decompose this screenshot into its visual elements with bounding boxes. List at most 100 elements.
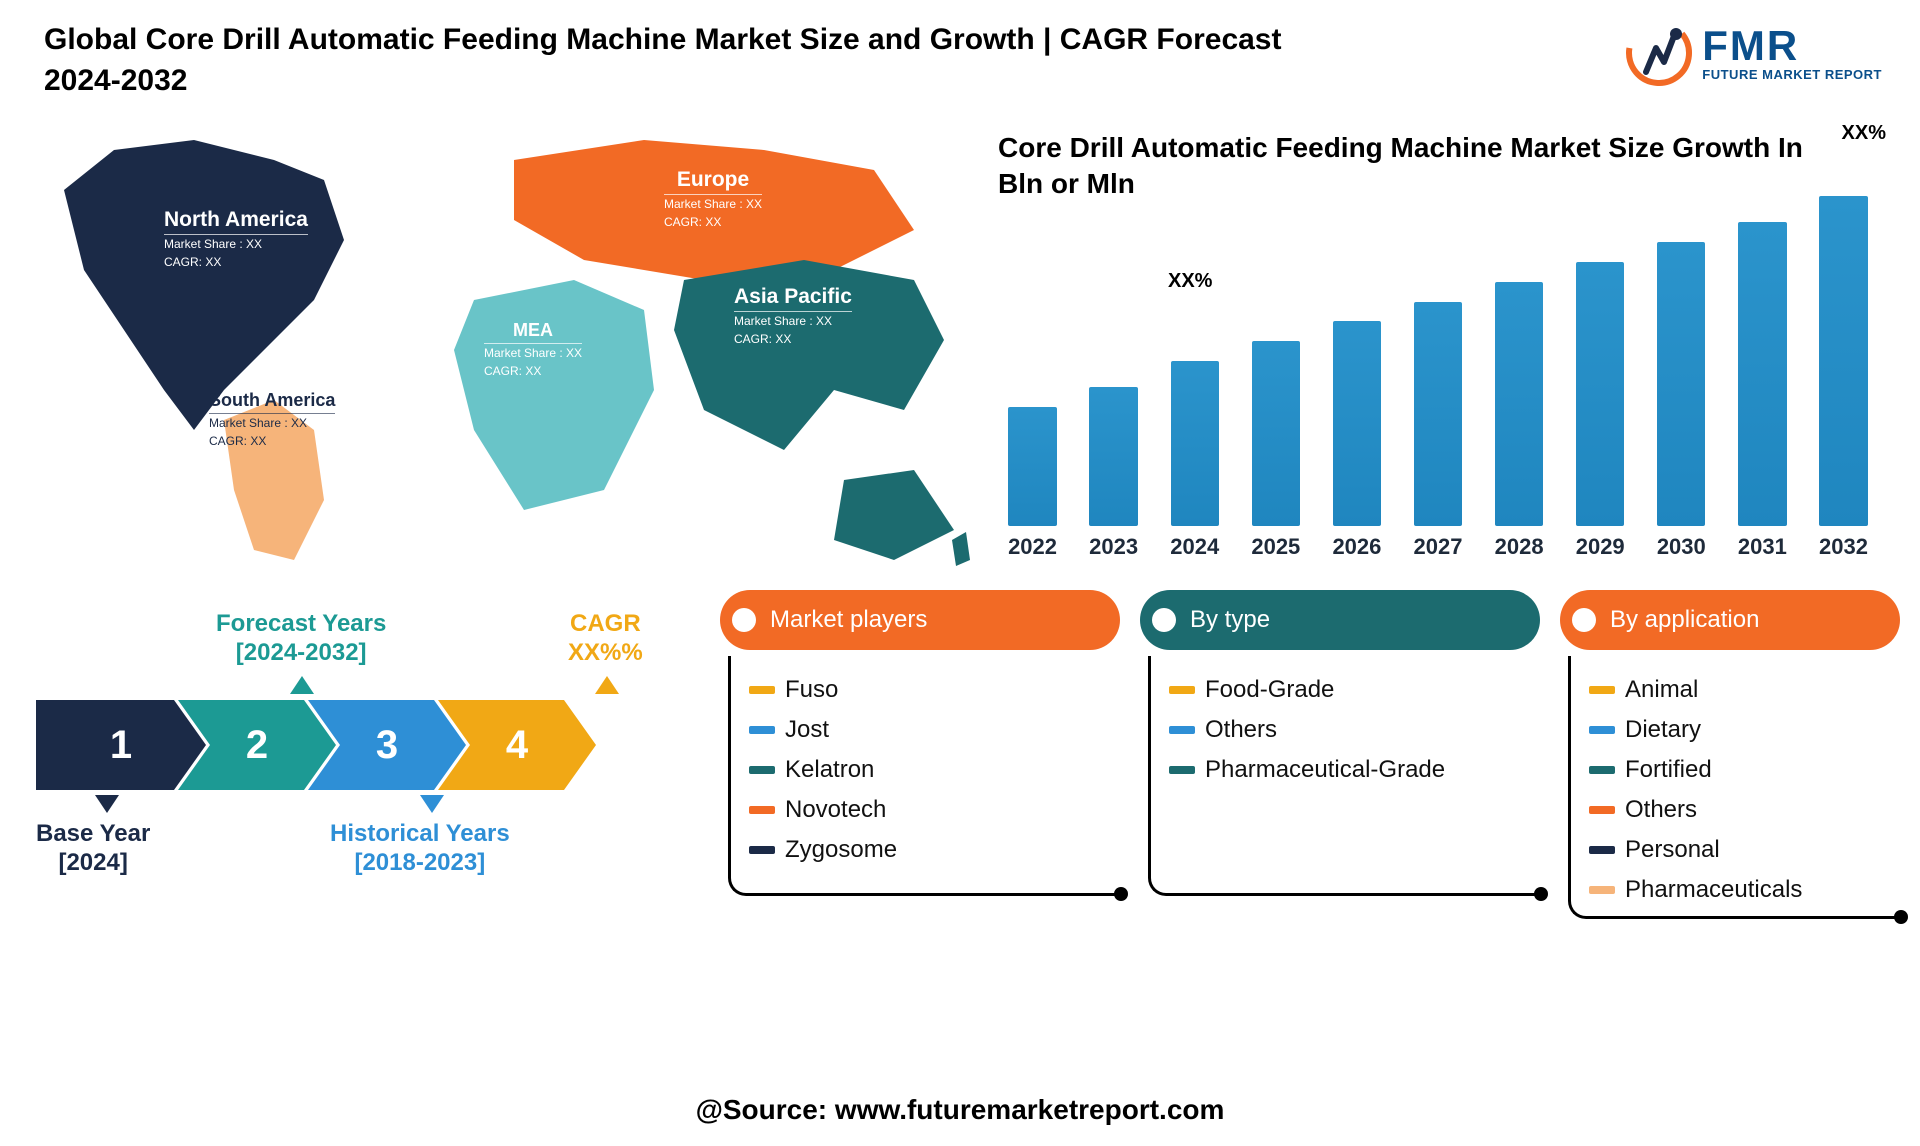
swatch-icon: [749, 686, 775, 694]
region-cagr: CAGR: XX: [164, 253, 308, 269]
section-by-application: By application AnimalDietaryFortifiedOth…: [1560, 590, 1900, 919]
header: Global Core Drill Automatic Feeding Mach…: [44, 20, 1344, 101]
section-header: By application: [1560, 590, 1900, 650]
bar: [1171, 361, 1219, 526]
swatch-icon: [1589, 726, 1615, 734]
logo-text: FMR: [1702, 25, 1882, 67]
section-market-players: Market players FusoJostKelatronNovotechZ…: [720, 590, 1120, 896]
list-item: Pharmaceuticals: [1589, 870, 1894, 910]
list-item: Pharmaceutical-Grade: [1169, 750, 1534, 790]
bar-chart: Core Drill Automatic Feeding Machine Mar…: [998, 130, 1878, 560]
bar: [1333, 321, 1381, 526]
bar: [1738, 222, 1786, 526]
region-name: North America: [164, 208, 308, 232]
list-item-label: Personal: [1625, 836, 1720, 864]
dot-icon: [732, 608, 756, 632]
list-item: Personal: [1589, 830, 1894, 870]
list-item: Others: [1589, 790, 1894, 830]
bar-year-label: 2027: [1414, 534, 1463, 560]
list-item-label: Pharmaceutical-Grade: [1205, 756, 1445, 784]
bar-cell: 2030: [1647, 242, 1716, 526]
bar: [1089, 387, 1137, 526]
brand-logo: FMR FUTURE MARKET REPORT: [1624, 18, 1882, 88]
bar-cell: 2025: [1241, 341, 1310, 526]
bar-year-label: 2024: [1170, 534, 1219, 560]
bar-cell: 2027: [1403, 302, 1472, 526]
bar: [1008, 407, 1056, 526]
bar: [1819, 196, 1867, 526]
timeline-label-base: Base Year [2024]: [36, 820, 150, 878]
section-list: FusoJostKelatronNovotechZygosome: [728, 656, 1120, 896]
logo-text-wrap: FMR FUTURE MARKET REPORT: [1702, 25, 1882, 82]
swatch-icon: [749, 806, 775, 814]
bar-year-label: 2022: [1008, 534, 1057, 560]
list-item-label: Dietary: [1625, 716, 1701, 744]
region-mea: MEA Market Share : XX CAGR: XX: [484, 320, 582, 378]
logo-subtext: FUTURE MARKET REPORT: [1702, 67, 1882, 82]
page-title: Global Core Drill Automatic Feeding Mach…: [44, 20, 1344, 101]
swatch-icon: [1169, 686, 1195, 694]
bar: [1576, 262, 1624, 526]
list-item: Dietary: [1589, 710, 1894, 750]
list-item: Food-Grade: [1169, 670, 1534, 710]
bar: [1495, 282, 1543, 526]
bar: [1252, 341, 1300, 526]
list-item-label: Food-Grade: [1205, 676, 1334, 704]
arrow-num: 3: [376, 723, 398, 768]
region-name: Europe: [664, 168, 762, 192]
list-item-label: Others: [1205, 716, 1277, 744]
list-item: Novotech: [749, 790, 1114, 830]
region-cagr: CAGR: XX: [734, 330, 852, 346]
timeline-label-historical: Historical Years [2018-2023]: [330, 820, 510, 878]
section-list: Food-Grade Others Pharmaceutical-Grade: [1148, 656, 1540, 896]
bar: [1657, 242, 1705, 526]
list-item: Zygosome: [749, 830, 1114, 870]
bar-cell: 2028: [1485, 282, 1554, 526]
list-item-label: Jost: [785, 716, 829, 744]
region-share: Market Share : XX: [164, 234, 308, 251]
arrow-row: 1 2 3 4: [36, 700, 666, 790]
list-item-label: Others: [1625, 796, 1697, 824]
swatch-icon: [1589, 686, 1615, 694]
section-header: Market players: [720, 590, 1120, 650]
world-map: North America Market Share : XX CAGR: XX…: [44, 130, 974, 570]
bar-cell: 2029: [1566, 262, 1635, 526]
swatch-icon: [1169, 766, 1195, 774]
arrow-step-1: 1: [36, 700, 206, 790]
dot-icon: [1572, 608, 1596, 632]
section-title: Market players: [770, 606, 927, 634]
chevron-up-icon: [290, 676, 314, 694]
region-name: South America: [209, 390, 335, 411]
region-cagr: CAGR: XX: [484, 362, 582, 378]
region-cagr: CAGR: XX: [209, 432, 335, 448]
source-attribution: @Source: www.futuremarketreport.com: [0, 1094, 1920, 1126]
list-item-label: Novotech: [785, 796, 886, 824]
bar-year-label: 2023: [1089, 534, 1138, 560]
bar-year-label: 2032: [1819, 534, 1868, 560]
list-item-label: Pharmaceuticals: [1625, 876, 1802, 904]
region-north-america: North America Market Share : XX CAGR: XX: [164, 208, 308, 269]
region-south-america: South America Market Share : XX CAGR: XX: [209, 390, 335, 448]
list-item: Animal: [1589, 670, 1894, 710]
bar-cell: 2031: [1728, 222, 1797, 526]
bar-cell: 2023: [1079, 387, 1148, 526]
list-item-label: Zygosome: [785, 836, 897, 864]
dot-icon: [1152, 608, 1176, 632]
bar-year-label: 2026: [1332, 534, 1381, 560]
region-share: Market Share : XX: [664, 194, 762, 211]
timeline-label-cagr: CAGR XX%%: [568, 610, 643, 668]
list-item-label: Fuso: [785, 676, 838, 704]
region-europe: Europe Market Share : XX CAGR: XX: [664, 168, 762, 229]
list-item-label: Animal: [1625, 676, 1698, 704]
bar-cell: 2026: [1322, 321, 1391, 526]
region-name: MEA: [484, 320, 582, 341]
bar-year-label: 2031: [1738, 534, 1787, 560]
bar-year-label: 2028: [1495, 534, 1544, 560]
chevron-down-icon: [420, 795, 444, 813]
swatch-icon: [1589, 766, 1615, 774]
bars-container: 2022202320242025202620272028202920302031…: [998, 186, 1878, 526]
arrow-num: 4: [506, 723, 528, 768]
section-list: AnimalDietaryFortifiedOthersPersonalPhar…: [1568, 656, 1900, 919]
swatch-icon: [1589, 886, 1615, 894]
list-item: Fuso: [749, 670, 1114, 710]
